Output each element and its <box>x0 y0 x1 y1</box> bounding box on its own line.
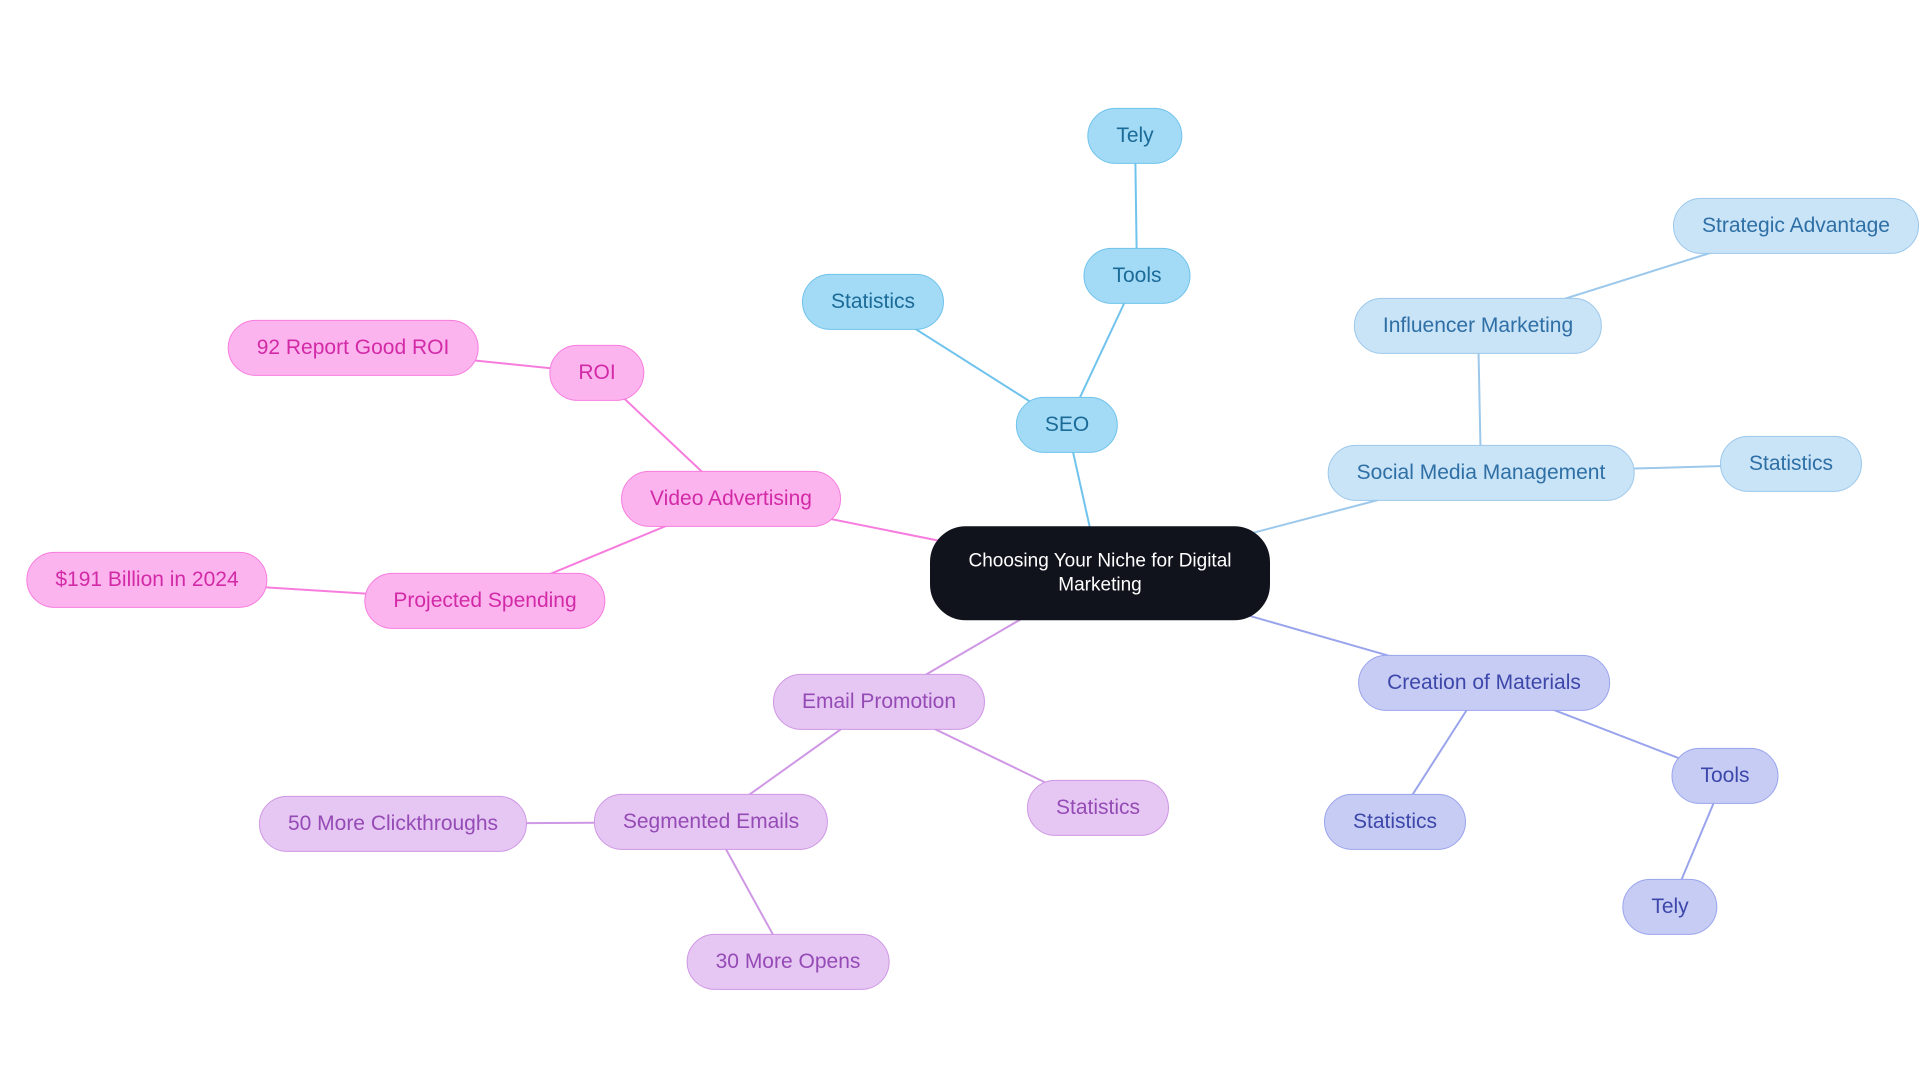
node-label: Tools <box>1700 763 1749 789</box>
node-roi[interactable]: ROI <box>549 345 644 401</box>
node-billion[interactable]: $191 Billion in 2024 <box>26 552 267 608</box>
node-materials[interactable]: Creation of Materials <box>1358 655 1610 711</box>
node-opens[interactable]: 30 More Opens <box>687 934 890 990</box>
node-advantage[interactable]: Strategic Advantage <box>1673 198 1919 254</box>
node-label: Tely <box>1651 894 1688 920</box>
node-email[interactable]: Email Promotion <box>773 674 985 730</box>
node-label: Choosing Your Niche for Digital Marketin… <box>963 549 1237 597</box>
node-label: Statistics <box>1353 809 1437 835</box>
node-label: 50 More Clickthroughs <box>288 811 498 837</box>
node-label: Creation of Materials <box>1387 670 1581 696</box>
node-label: Tely <box>1116 123 1153 149</box>
node-video[interactable]: Video Advertising <box>621 471 841 527</box>
node-goodroi[interactable]: 92 Report Good ROI <box>228 320 479 376</box>
node-seo-tools[interactable]: Tools <box>1083 248 1190 304</box>
node-label: Strategic Advantage <box>1702 213 1890 239</box>
node-social[interactable]: Social Media Management <box>1328 445 1635 501</box>
node-label: Statistics <box>831 289 915 315</box>
node-clickthroughs[interactable]: 50 More Clickthroughs <box>259 796 527 852</box>
node-label: SEO <box>1045 412 1089 438</box>
node-label: Segmented Emails <box>623 809 799 835</box>
node-label: Tools <box>1112 263 1161 289</box>
node-seo-tely[interactable]: Tely <box>1087 108 1182 164</box>
node-label: Email Promotion <box>802 689 956 715</box>
node-label: Social Media Management <box>1357 460 1606 486</box>
node-mat-stats[interactable]: Statistics <box>1324 794 1466 850</box>
node-label: Video Advertising <box>650 486 812 512</box>
node-seo-stats[interactable]: Statistics <box>802 274 944 330</box>
node-label: Statistics <box>1056 795 1140 821</box>
node-mat-tely[interactable]: Tely <box>1622 879 1717 935</box>
node-email-stats[interactable]: Statistics <box>1027 780 1169 836</box>
node-label: Influencer Marketing <box>1383 313 1573 339</box>
node-center[interactable]: Choosing Your Niche for Digital Marketin… <box>930 526 1270 620</box>
node-social-stats[interactable]: Statistics <box>1720 436 1862 492</box>
node-spending[interactable]: Projected Spending <box>364 573 605 629</box>
node-segmented[interactable]: Segmented Emails <box>594 794 828 850</box>
node-label: ROI <box>578 360 615 386</box>
node-influencer[interactable]: Influencer Marketing <box>1354 298 1602 354</box>
node-mat-tools[interactable]: Tools <box>1671 748 1778 804</box>
node-label: 92 Report Good ROI <box>257 335 450 361</box>
node-label: 30 More Opens <box>716 949 861 975</box>
node-label: $191 Billion in 2024 <box>55 567 238 593</box>
node-label: Statistics <box>1749 451 1833 477</box>
node-seo[interactable]: SEO <box>1016 397 1118 453</box>
node-label: Projected Spending <box>393 588 576 614</box>
mindmap-canvas: Choosing Your Niche for Digital Marketin… <box>0 0 1920 1083</box>
